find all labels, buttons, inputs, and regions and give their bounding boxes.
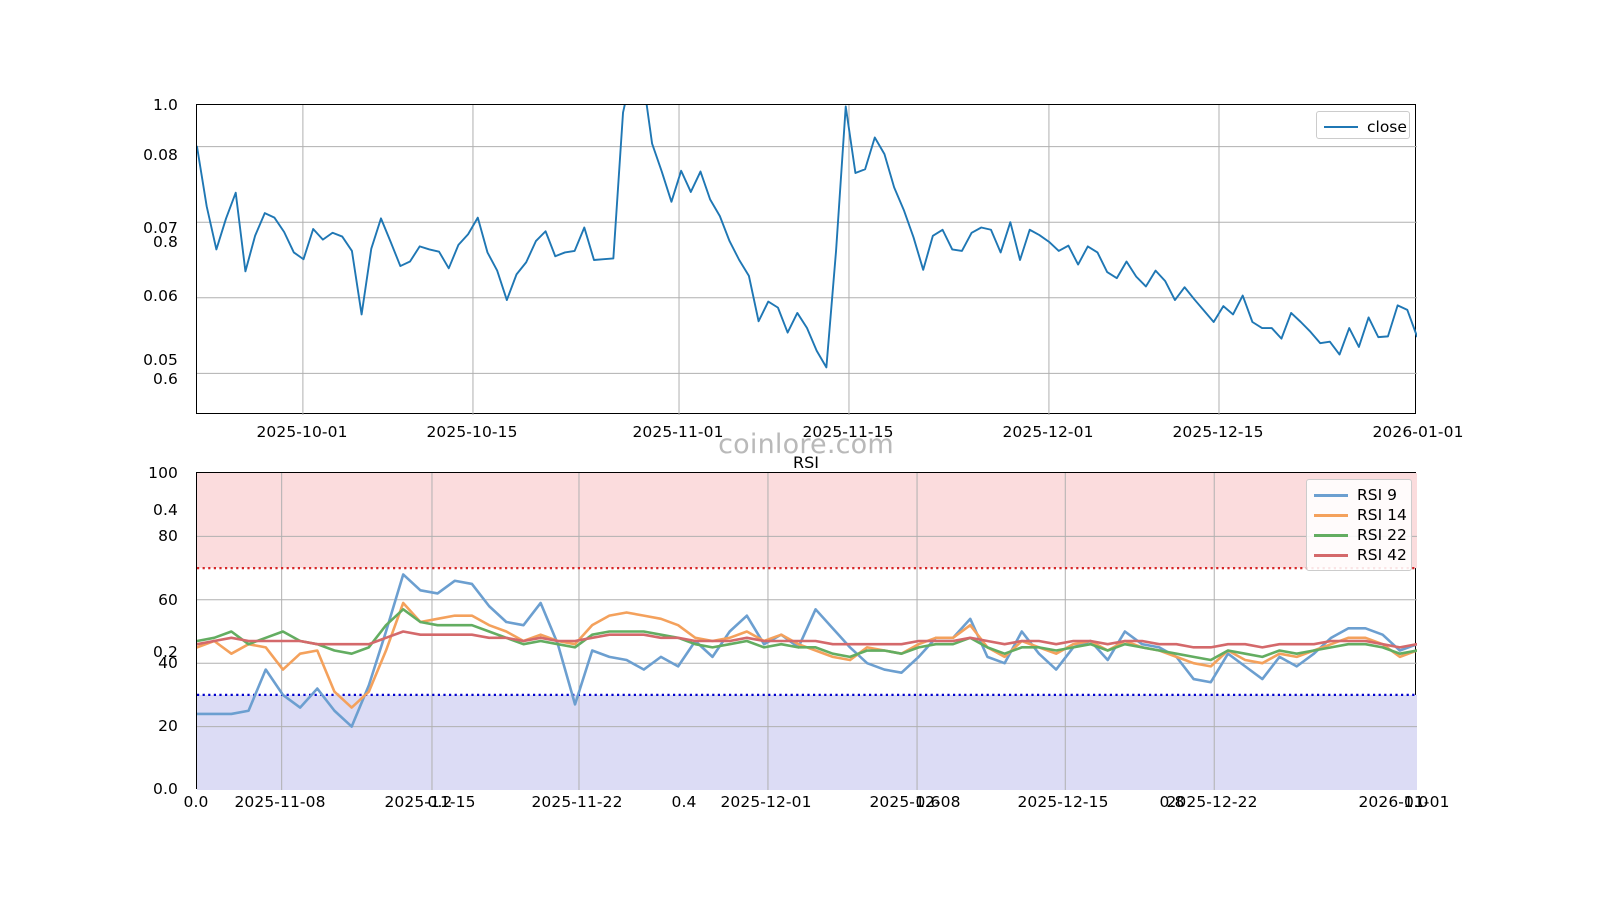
- price-ytick-0.08: 0.08: [143, 146, 178, 164]
- legend-swatch-rsi14: [1314, 513, 1348, 517]
- legend-swatch-rsi42: [1314, 553, 1348, 557]
- rsi-overlay-xtick-0.8: 0.8: [1159, 793, 1185, 811]
- legend-item-rsi9[interactable]: RSI 9: [1314, 485, 1402, 505]
- legend-swatch-rsi22: [1314, 533, 1348, 537]
- rsi-ytick-60: 60: [158, 591, 178, 609]
- rsi-xtick-5: 2025-12-15: [1017, 793, 1109, 811]
- legend-item-rsi22[interactable]: RSI 22: [1314, 525, 1407, 545]
- price-xtick-1: 2025-10-15: [426, 423, 518, 441]
- price-xtick-0: 2025-10-01: [256, 423, 348, 441]
- rsi-overlay-ytick-0.0: 0.0: [153, 780, 178, 798]
- rsi-overlay-ytick-0.2: 0.2: [153, 643, 178, 661]
- legend-label-rsi14: RSI 14: [1357, 506, 1407, 524]
- rsi-chart-panel: [196, 472, 1417, 790]
- legend-item-close[interactable]: close: [1324, 117, 1407, 137]
- rsi-ytick-100: 100: [148, 464, 178, 482]
- rsi-xtick-1: 2025-11-15: [384, 793, 476, 811]
- coinlore-watermark: coinlore.com: [718, 429, 894, 460]
- rsi-overlay-xtick-0.6: 0.6: [915, 793, 941, 811]
- rsi-xtick-3: 2025-12-01: [720, 793, 812, 811]
- price-ytick-0.06: 0.06: [143, 287, 178, 305]
- rsi-xtick-4: 2025-12-08: [869, 793, 961, 811]
- legend-label-rsi22: RSI 22: [1357, 526, 1407, 544]
- price-xtick-5: 2025-12-15: [1172, 423, 1264, 441]
- price-xtick-6: 2026-01-01: [1372, 423, 1464, 441]
- rsi-chart-title: RSI: [793, 453, 819, 472]
- price-ytick-0.05: 0.05: [143, 351, 178, 369]
- rsi-overlay-xtick-0.0: 0.0: [183, 793, 209, 811]
- price-chart-plot: [197, 105, 1417, 415]
- rsi-overlay-xtick-0.2: 0.2: [427, 793, 453, 811]
- rsi-overlay-ytick-0.4: 0.4: [153, 501, 178, 519]
- price-overlay-ytick-0.6: 0.6: [153, 370, 178, 388]
- rsi-ytick-40: 40: [158, 654, 178, 672]
- rsi-xtick-2: 2025-11-22: [531, 793, 623, 811]
- price-chart-legend[interactable]: close: [1316, 111, 1410, 139]
- legend-swatch-close: [1324, 126, 1358, 128]
- price-ytick-0.07: 0.07: [143, 219, 178, 237]
- rsi-chart-plot: [197, 473, 1417, 790]
- legend-swatch-rsi9: [1314, 493, 1348, 497]
- price-overlay-ytick-1.0: 1.0: [153, 96, 178, 114]
- price-xtick-3: 2025-11-15: [802, 423, 894, 441]
- price-overlay-ytick-0.8: 0.8: [153, 233, 178, 251]
- price-chart-panel: [196, 104, 1417, 415]
- rsi-xtick-0: 2025-11-08: [234, 793, 326, 811]
- rsi-xtick-7: 2026-01-01: [1358, 793, 1450, 811]
- rsi-ytick-20: 20: [158, 717, 178, 735]
- rsi-ytick-80: 80: [158, 527, 178, 545]
- legend-item-rsi14[interactable]: RSI 14: [1314, 505, 1407, 525]
- price-xtick-4: 2025-12-01: [1002, 423, 1094, 441]
- price-xtick-2: 2025-11-01: [632, 423, 724, 441]
- rsi-chart-legend[interactable]: RSI 9 RSI 14 RSI 22 RSI 42: [1306, 479, 1412, 571]
- legend-label-rsi9: RSI 9: [1357, 486, 1397, 504]
- legend-label-close: close: [1367, 118, 1407, 136]
- rsi-xtick-6: 2025-12-22: [1166, 793, 1258, 811]
- rsi-overlay-xtick-1.0: 1.0: [1403, 793, 1429, 811]
- rsi-overlay-xtick-0.4: 0.4: [671, 793, 697, 811]
- legend-label-rsi42: RSI 42: [1357, 546, 1407, 564]
- legend-item-rsi42[interactable]: RSI 42: [1314, 545, 1407, 565]
